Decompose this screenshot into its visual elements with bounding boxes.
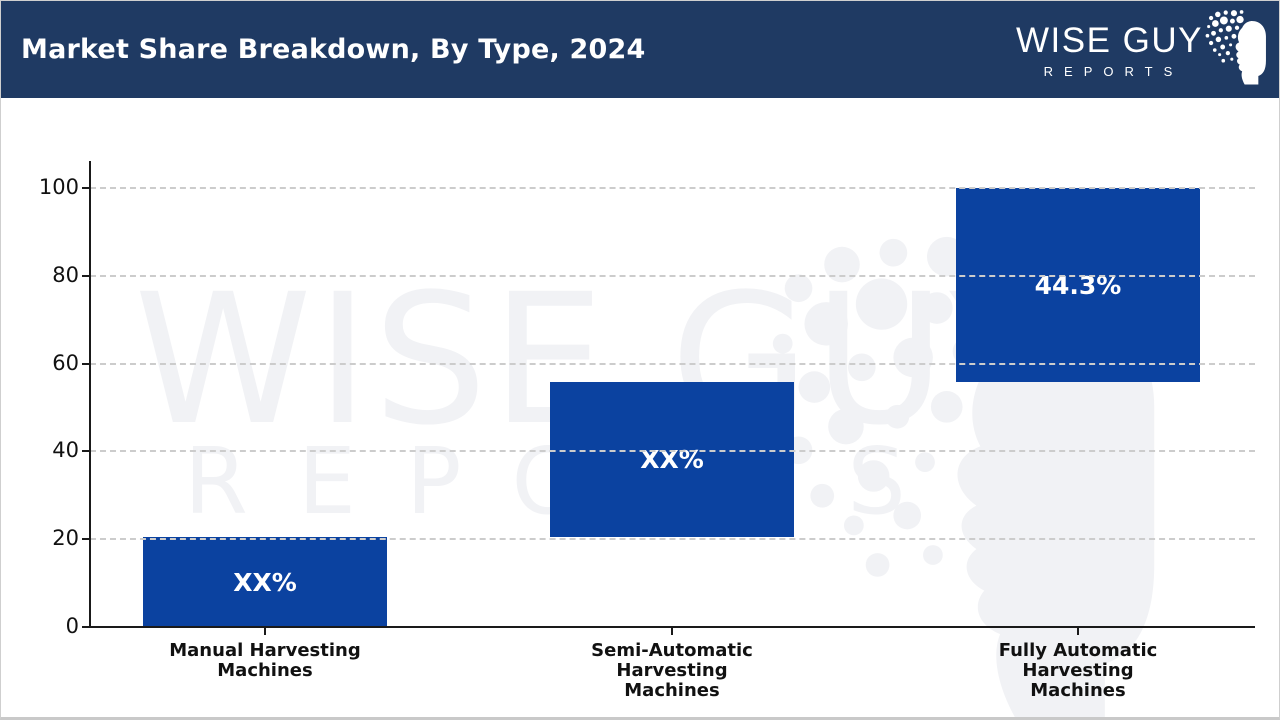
x-tick-mark-3 [1077, 627, 1079, 635]
gridline-40 [90, 450, 1255, 453]
y-tick-label-0: 0 [65, 614, 79, 638]
bar-1: XX% [143, 537, 387, 627]
bar-2: XX% [550, 382, 794, 538]
y-tick-mark-20 [82, 538, 90, 541]
y-tick-label-100: 100 [38, 175, 79, 199]
x-tick-mark-1 [264, 627, 266, 635]
x-category-label-line: Harvesting [1022, 660, 1134, 681]
x-category-label-1: Manual Harvesting Machines [115, 641, 415, 681]
x-category-label-line: Machines [624, 680, 720, 701]
y-tick-mark-40 [82, 450, 90, 453]
x-category-label-line: Fully Automatic [998, 640, 1158, 661]
y-tick-mark-60 [82, 362, 90, 365]
y-tick-mark-100 [82, 187, 90, 189]
x-category-label-3: Fully Automatic Harvesting Machines [928, 641, 1228, 701]
gridline-60 [90, 362, 1255, 365]
y-tick-label-80: 80 [52, 262, 79, 287]
logo-wiseguy-text: WISE GUY [1015, 21, 1203, 60]
plot-area: 0 20 40 60 80 100 XX% Manual Harvesting Machines… [1, 98, 1279, 717]
y-tick-label-40: 40 [52, 438, 79, 463]
x-axis-line [89, 626, 1255, 628]
x-category-label-line: Semi-Automatic [591, 640, 753, 661]
bar-value-label-1: XX% [233, 567, 297, 597]
x-category-label-2: Semi-Automatic Harvesting Machines [522, 641, 822, 701]
logo-text: WISE GUY REPORTS [1016, 21, 1203, 79]
y-tick-label-20: 20 [52, 526, 79, 551]
bar-value-label-2: XX% [640, 445, 704, 475]
x-category-label-line: Manual Harvesting [169, 640, 361, 661]
gridline-100 [90, 187, 1255, 189]
x-category-label-line: Machines [1030, 680, 1126, 701]
gridline-80 [90, 274, 1255, 277]
y-tick-mark-0 [82, 626, 90, 628]
y-tick-label-60: 60 [52, 350, 79, 375]
bar-3: 44.3% [956, 188, 1200, 383]
x-tick-mark-2 [671, 627, 673, 635]
chart-title: Market Share Breakdown, By Type, 2024 [21, 34, 646, 65]
x-category-label-line: Harvesting [616, 660, 728, 681]
y-axis-line [89, 161, 91, 628]
y-tick-mark-80 [82, 274, 90, 277]
gridline-20 [90, 538, 1255, 541]
wiseguy-logo: WISE GUY REPORTS [1016, 7, 1269, 87]
logo-face-icon [1205, 10, 1266, 85]
header: Market Share Breakdown, By Type, 2024 WI… [1, 1, 1279, 98]
x-category-label-line: Machines [217, 660, 313, 681]
logo-reports-text: REPORTS [1043, 64, 1184, 79]
